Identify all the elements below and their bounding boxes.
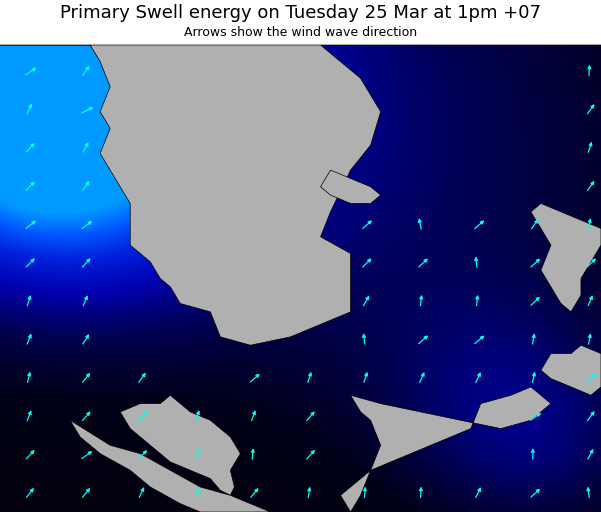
Polygon shape (70, 420, 290, 512)
Polygon shape (320, 170, 380, 203)
Polygon shape (341, 387, 551, 512)
Text: Arrows show the wind wave direction: Arrows show the wind wave direction (184, 26, 417, 39)
Text: Primary Swell energy on Tuesday 25 Mar at 1pm +07: Primary Swell energy on Tuesday 25 Mar a… (60, 4, 541, 22)
Polygon shape (0, 45, 380, 345)
Polygon shape (120, 395, 240, 495)
Polygon shape (531, 203, 601, 312)
Polygon shape (541, 345, 601, 395)
